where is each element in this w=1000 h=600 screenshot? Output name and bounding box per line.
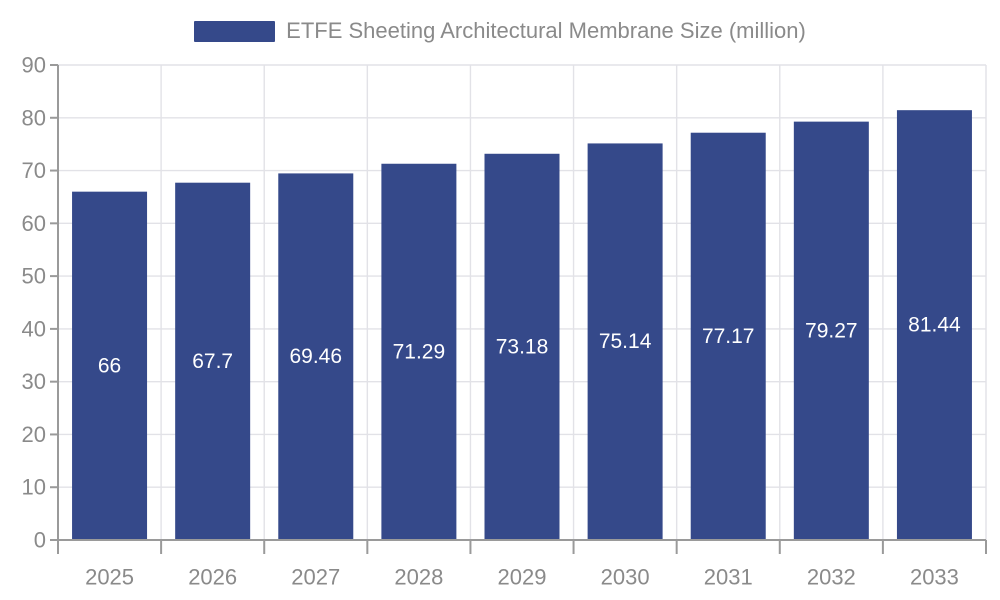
bar-value-label: 79.27	[805, 319, 858, 342]
bar-2032[interactable]	[793, 121, 869, 540]
bar-2025[interactable]	[72, 191, 148, 540]
bar-value-label: 77.17	[702, 325, 755, 348]
legend-label: ETFE Sheeting Architectural Membrane Siz…	[286, 18, 806, 43]
bar-value-label: 73.18	[496, 335, 549, 358]
y-tick-label: 20	[22, 422, 46, 447]
y-tick-label: 60	[22, 211, 46, 236]
bar-value-label: 67.7	[192, 350, 233, 373]
x-tick-label: 2029	[498, 565, 547, 590]
y-tick-label: 80	[22, 105, 46, 130]
bar-2026[interactable]	[175, 182, 251, 540]
bar-2028[interactable]	[381, 163, 457, 540]
bar-2027[interactable]	[278, 173, 354, 540]
bar-value-label: 75.14	[599, 330, 652, 353]
y-tick-label: 50	[22, 264, 46, 289]
y-tick-label: 70	[22, 158, 46, 183]
bar-value-label: 81.44	[908, 314, 961, 337]
x-tick-label: 2031	[704, 565, 753, 590]
x-tick-label: 2032	[807, 565, 856, 590]
y-tick-label: 90	[22, 53, 46, 78]
x-tick-label: 2027	[291, 565, 340, 590]
x-tick-label: 2030	[601, 565, 650, 590]
x-tick-label: 2033	[910, 565, 959, 590]
bar-2033[interactable]	[896, 110, 972, 540]
legend-swatch[interactable]	[194, 20, 276, 42]
y-tick-label: 0	[34, 528, 46, 553]
legend[interactable]: ETFE Sheeting Architectural Membrane Siz…	[0, 19, 1000, 43]
bar-2029[interactable]	[484, 153, 560, 540]
y-tick-label: 30	[22, 369, 46, 394]
bar-2030[interactable]	[587, 143, 663, 540]
bar-2031[interactable]	[690, 132, 766, 541]
y-tick-label: 40	[22, 316, 46, 341]
x-tick-label: 2026	[188, 565, 237, 590]
bar-value-label: 66	[98, 354, 121, 377]
x-tick-label: 2025	[85, 565, 134, 590]
bar-value-label: 69.46	[289, 345, 342, 368]
x-tick-label: 2028	[394, 565, 443, 590]
y-tick-label: 10	[22, 475, 46, 500]
bar-value-label: 71.29	[393, 340, 446, 363]
